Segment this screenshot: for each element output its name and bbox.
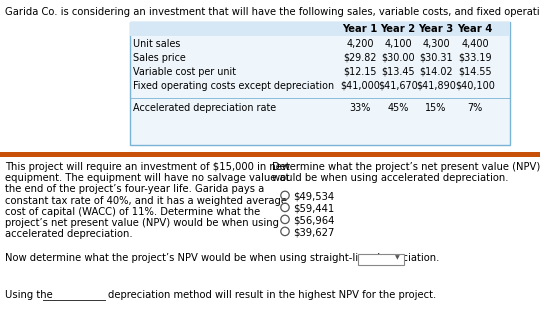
Text: constant tax rate of 40%, and it has a weighted average: constant tax rate of 40%, and it has a w… <box>5 196 287 206</box>
Text: $29.82: $29.82 <box>343 53 377 63</box>
Text: Unit sales: Unit sales <box>133 39 180 49</box>
Text: $30.31: $30.31 <box>419 53 453 63</box>
Text: Garida Co. is considering an investment that will have the following sales, vari: Garida Co. is considering an investment … <box>5 7 540 17</box>
Text: equipment. The equipment will have no salvage value at: equipment. The equipment will have no sa… <box>5 173 289 183</box>
Text: 4,100: 4,100 <box>384 39 412 49</box>
Text: Year 2: Year 2 <box>381 24 416 34</box>
Text: $40,100: $40,100 <box>455 81 495 91</box>
Text: accelerated depreciation.: accelerated depreciation. <box>5 229 133 239</box>
Text: $41,670: $41,670 <box>378 81 418 91</box>
Text: $41,000: $41,000 <box>340 81 380 91</box>
Text: Now determine what the project’s NPV would be when using straight-line depreciat: Now determine what the project’s NPV wou… <box>5 253 440 263</box>
Bar <box>130 22 510 36</box>
Text: Accelerated depreciation rate: Accelerated depreciation rate <box>133 103 276 113</box>
Text: This project will require an investment of $15,000 in new: This project will require an investment … <box>5 162 290 172</box>
Text: ▼: ▼ <box>395 255 400 260</box>
Text: 15%: 15% <box>426 103 447 113</box>
Text: $41,890: $41,890 <box>416 81 456 91</box>
Text: $56,964: $56,964 <box>293 215 334 225</box>
Text: 33%: 33% <box>349 103 370 113</box>
Text: $30.00: $30.00 <box>381 53 415 63</box>
Text: $59,441: $59,441 <box>293 203 334 214</box>
Text: 4,200: 4,200 <box>346 39 374 49</box>
Bar <box>130 22 510 145</box>
Text: would be when using accelerated depreciation.: would be when using accelerated deprecia… <box>272 173 509 183</box>
Text: Sales price: Sales price <box>133 53 186 63</box>
Text: Determine what the project’s net present value (NPV): Determine what the project’s net present… <box>272 162 540 172</box>
Text: Year 3: Year 3 <box>418 24 454 34</box>
Text: 45%: 45% <box>387 103 409 113</box>
Text: $14.02: $14.02 <box>419 67 453 77</box>
Bar <box>0 152 540 157</box>
Text: $12.15: $12.15 <box>343 67 377 77</box>
Text: cost of capital (WACC) of 11%. Determine what the: cost of capital (WACC) of 11%. Determine… <box>5 207 260 217</box>
Bar <box>358 254 404 265</box>
Text: project’s net present value (NPV) would be when using: project’s net present value (NPV) would … <box>5 218 279 228</box>
Text: $13.45: $13.45 <box>381 67 415 77</box>
Text: $33.19: $33.19 <box>458 53 492 63</box>
Text: $49,534: $49,534 <box>293 191 334 201</box>
Text: depreciation method will result in the highest NPV for the project.: depreciation method will result in the h… <box>108 290 436 300</box>
Text: Fixed operating costs except depreciation: Fixed operating costs except depreciatio… <box>133 81 334 91</box>
Text: $39,627: $39,627 <box>293 227 334 238</box>
Text: $14.55: $14.55 <box>458 67 492 77</box>
Text: Using the: Using the <box>5 290 53 300</box>
Text: Year 1: Year 1 <box>342 24 377 34</box>
Text: Year 4: Year 4 <box>457 24 492 34</box>
Text: 4,300: 4,300 <box>422 39 450 49</box>
Text: 7%: 7% <box>468 103 483 113</box>
Text: the end of the project’s four-year life. Garida pays a: the end of the project’s four-year life.… <box>5 184 264 194</box>
Text: 4,400: 4,400 <box>461 39 489 49</box>
Text: Variable cost per unit: Variable cost per unit <box>133 67 236 77</box>
